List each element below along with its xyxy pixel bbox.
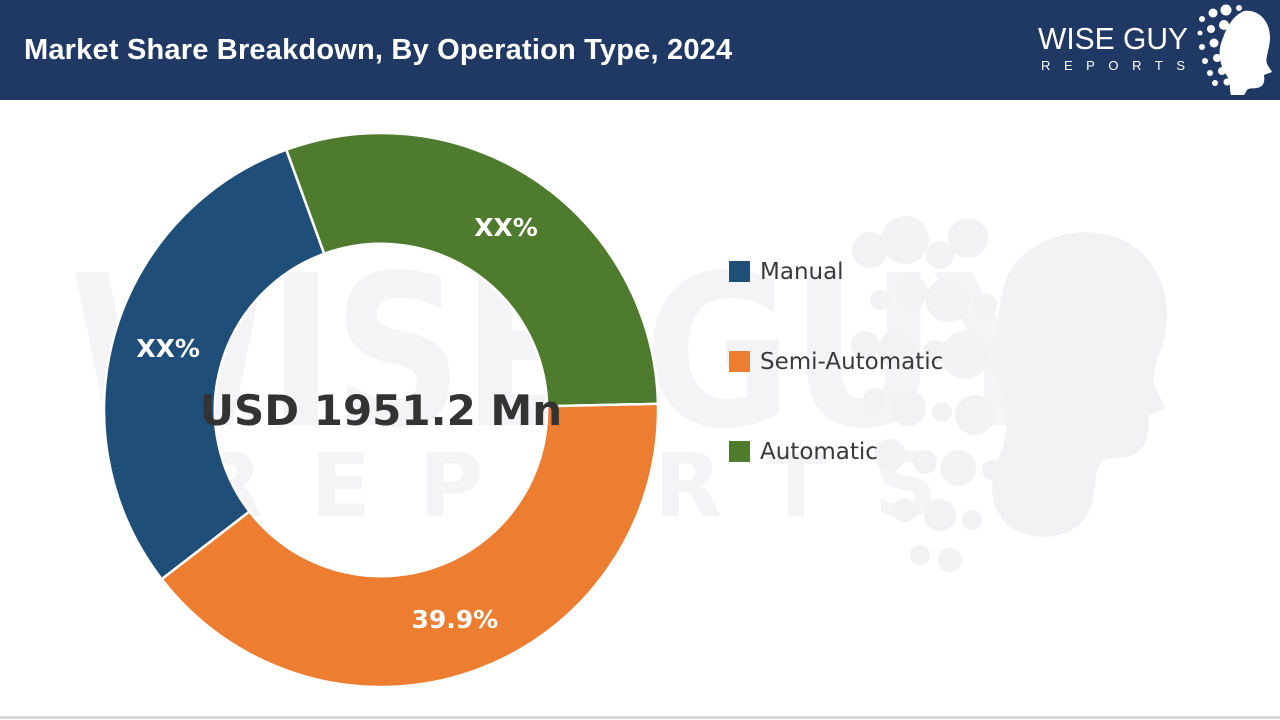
- logo-wordmark: WISE GUY: [1038, 21, 1188, 56]
- legend-swatch-automatic: [729, 441, 750, 462]
- donut-center-value: USD 1951.2 Mn: [200, 386, 562, 435]
- donut-segment-manual: [102, 148, 326, 581]
- logo-head-icon: [1197, 4, 1272, 96]
- page-title: Market Share Breakdown, By Operation Typ…: [24, 33, 733, 66]
- legend-label-automatic: Automatic: [760, 438, 878, 465]
- legend-item-manual: Manual: [729, 258, 943, 285]
- legend: Manual Semi-Automatic Automatic: [729, 258, 944, 465]
- legend-swatch-semi-automatic: [729, 351, 750, 372]
- legend-swatch-manual: [729, 261, 750, 282]
- logo-wordmark-sub: REPORTS: [1041, 58, 1185, 73]
- donut-segment-semi-automatic: [160, 402, 660, 689]
- segment-data-label-semi-automatic: 39.9%: [411, 605, 498, 634]
- donut-segment-automatic: [285, 131, 660, 408]
- wise-guy-logo: WISE GUY REPORTS: [1038, 4, 1272, 96]
- legend-label-manual: Manual: [760, 258, 844, 285]
- legend-item-automatic: Automatic: [729, 438, 943, 465]
- legend-item-semi-automatic: Semi-Automatic: [729, 348, 944, 375]
- bottom-border: [0, 716, 1280, 719]
- header: Market Share Breakdown, By Operation Typ…: [0, 0, 1280, 100]
- segment-data-label-manual: XX%: [136, 334, 200, 363]
- legend-label-semi-automatic: Semi-Automatic: [760, 348, 944, 375]
- segment-data-label-automatic: XX%: [474, 213, 538, 242]
